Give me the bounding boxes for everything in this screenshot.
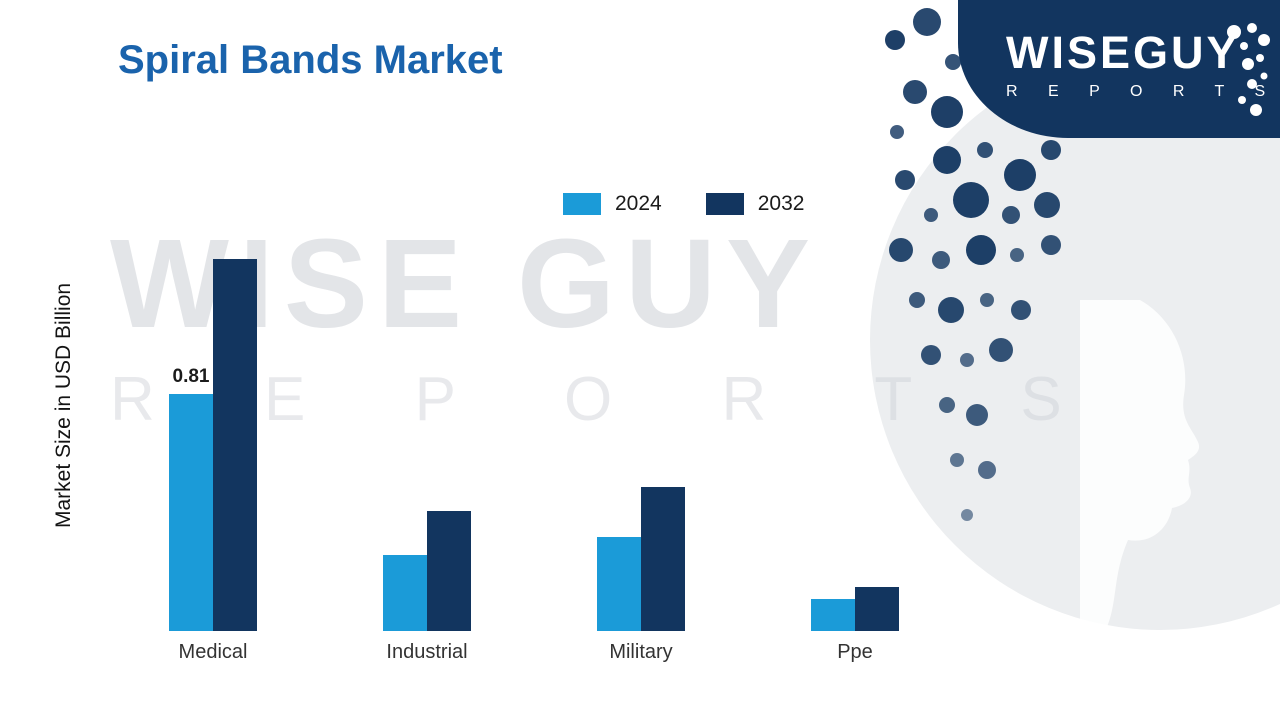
- logo-face-icon: [1227, 23, 1270, 116]
- watermark-line2: R E P O R T S: [110, 365, 1108, 435]
- category-label-ppe: Ppe: [837, 641, 873, 663]
- face-profile-silhouette: [1080, 300, 1200, 640]
- bar-2032-industrial: [427, 511, 471, 631]
- bars-industrial: [383, 511, 471, 631]
- bar-group-ppe: Ppe: [780, 587, 930, 664]
- logo-wordmark: WISEGUY: [1006, 27, 1240, 78]
- legend-swatch-2024: [563, 193, 601, 215]
- y-axis-label: Market Size in USD Billion: [52, 282, 75, 528]
- bars-ppe: [811, 587, 899, 631]
- page-title: Spiral Bands Market: [118, 38, 503, 82]
- bar-2032-ppe: [855, 587, 899, 631]
- legend-label-2032: 2032: [757, 192, 805, 215]
- bar-group-medical: 0.81 Medical: [138, 259, 288, 664]
- bar-chart: 0.81 Medical Industrial Military Ppe: [138, 259, 930, 664]
- category-label-medical: Medical: [178, 641, 248, 663]
- legend-item-2032: 2032: [705, 192, 805, 216]
- legend-label-2024: 2024: [615, 192, 662, 215]
- category-label-military: Military: [609, 641, 673, 663]
- legend-swatch-2032: [705, 193, 744, 215]
- chart-legend: 2024 2032: [563, 192, 804, 216]
- bar-value-label: 0.81: [172, 366, 210, 387]
- bar-group-military: Military: [566, 487, 716, 664]
- bar-2032-military: [641, 487, 685, 631]
- bars-military: [597, 487, 685, 631]
- bar-2032-medical: [213, 259, 257, 631]
- logo-block: WISEGUY R E P O R T S: [958, 0, 1280, 138]
- category-label-industrial: Industrial: [386, 641, 468, 663]
- bar-2024-industrial: [383, 555, 427, 631]
- legend-item-2024: 2024: [563, 192, 662, 216]
- logo-subtitle: R E P O R T S: [1006, 83, 1279, 100]
- bar-2024-medical: 0.81: [169, 366, 213, 631]
- dots-pattern: [885, 8, 1061, 521]
- bar-2024-ppe: [811, 599, 855, 631]
- bar-group-industrial: Industrial: [352, 511, 502, 664]
- bar-2024-military: [597, 537, 641, 631]
- bars-medical: 0.81: [169, 259, 257, 631]
